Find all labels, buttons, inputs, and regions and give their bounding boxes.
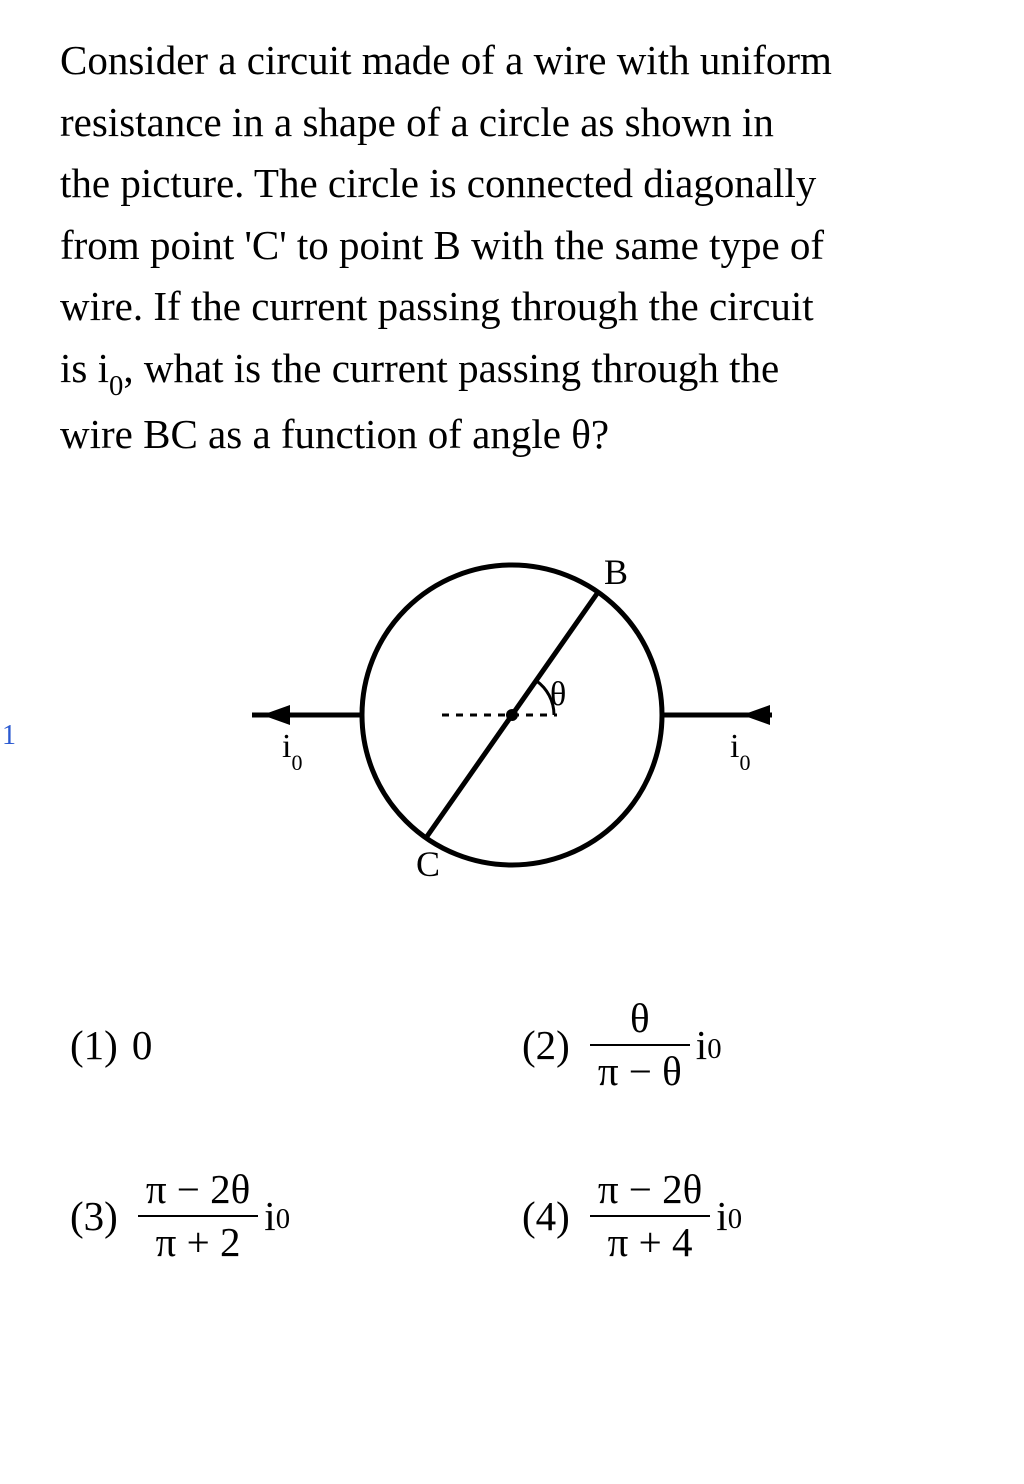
option-4-tail-pre: i (716, 1192, 727, 1240)
q-line1: Consider a circuit made of a wire with u… (60, 37, 832, 83)
option-4-num: (4) (522, 1192, 570, 1240)
option-3-tail-sub: 0 (276, 1203, 290, 1236)
q-line6-sub: 0 (109, 370, 123, 402)
option-4-tail-sub: 0 (728, 1203, 742, 1236)
svg-text:B: B (604, 552, 628, 592)
question-text: Consider a circuit made of a wire with u… (60, 30, 964, 465)
q-line2: resistance in a shape of a circle as sho… (60, 99, 774, 145)
q-line6-post: , what is the current passing through th… (123, 345, 779, 391)
circuit-diagram: B Cθ i0 i0 (60, 505, 964, 945)
svg-text:i0: i0 (282, 728, 302, 775)
option-3-frac: π − 2θ π + 2 (138, 1166, 258, 1266)
svg-text:i0: i0 (730, 728, 750, 775)
option-1: (1) 0 (70, 995, 502, 1095)
answer-options: (1) 0 (2) θ π − θ i0 (3) π − 2θ π + 2 i0… (60, 995, 964, 1266)
option-4-frac-den: π + 4 (590, 1217, 710, 1266)
q-line3: the picture. The circle is connected dia… (60, 160, 816, 206)
option-2-tail-sub: 0 (707, 1033, 721, 1066)
option-2-num: (2) (522, 1021, 570, 1069)
option-2-tail-pre: i (696, 1021, 707, 1069)
option-3-tail-pre: i (264, 1192, 275, 1240)
option-3-frac-den: π + 2 (138, 1217, 258, 1266)
option-3-frac-num: π − 2θ (138, 1166, 258, 1217)
q-line7: wire BC as a function of angle θ? (60, 411, 609, 457)
option-4-frac-num: π − 2θ (590, 1166, 710, 1217)
option-4-frac: π − 2θ π + 4 (590, 1166, 710, 1266)
margin-mark: 1 (2, 720, 16, 752)
page: Consider a circuit made of a wire with u… (0, 0, 1024, 1296)
option-1-num: (1) (70, 1021, 118, 1069)
option-3-num: (3) (70, 1192, 118, 1240)
svg-text:C: C (416, 844, 440, 884)
option-3: (3) π − 2θ π + 2 i0 (70, 1166, 502, 1266)
q-line6-pre: is i (60, 345, 109, 391)
option-4: (4) π − 2θ π + 4 i0 (522, 1166, 954, 1266)
option-2: (2) θ π − θ i0 (522, 995, 954, 1095)
option-1-value: 0 (132, 1021, 153, 1069)
q-line4: from point 'C' to point B with the same … (60, 222, 824, 268)
svg-text:θ: θ (550, 676, 566, 713)
q-line5: wire. If the current passing through the… (60, 283, 814, 329)
option-2-frac: θ π − θ (590, 995, 690, 1095)
option-2-frac-num: θ (590, 995, 690, 1046)
option-2-frac-den: π − θ (590, 1046, 690, 1095)
